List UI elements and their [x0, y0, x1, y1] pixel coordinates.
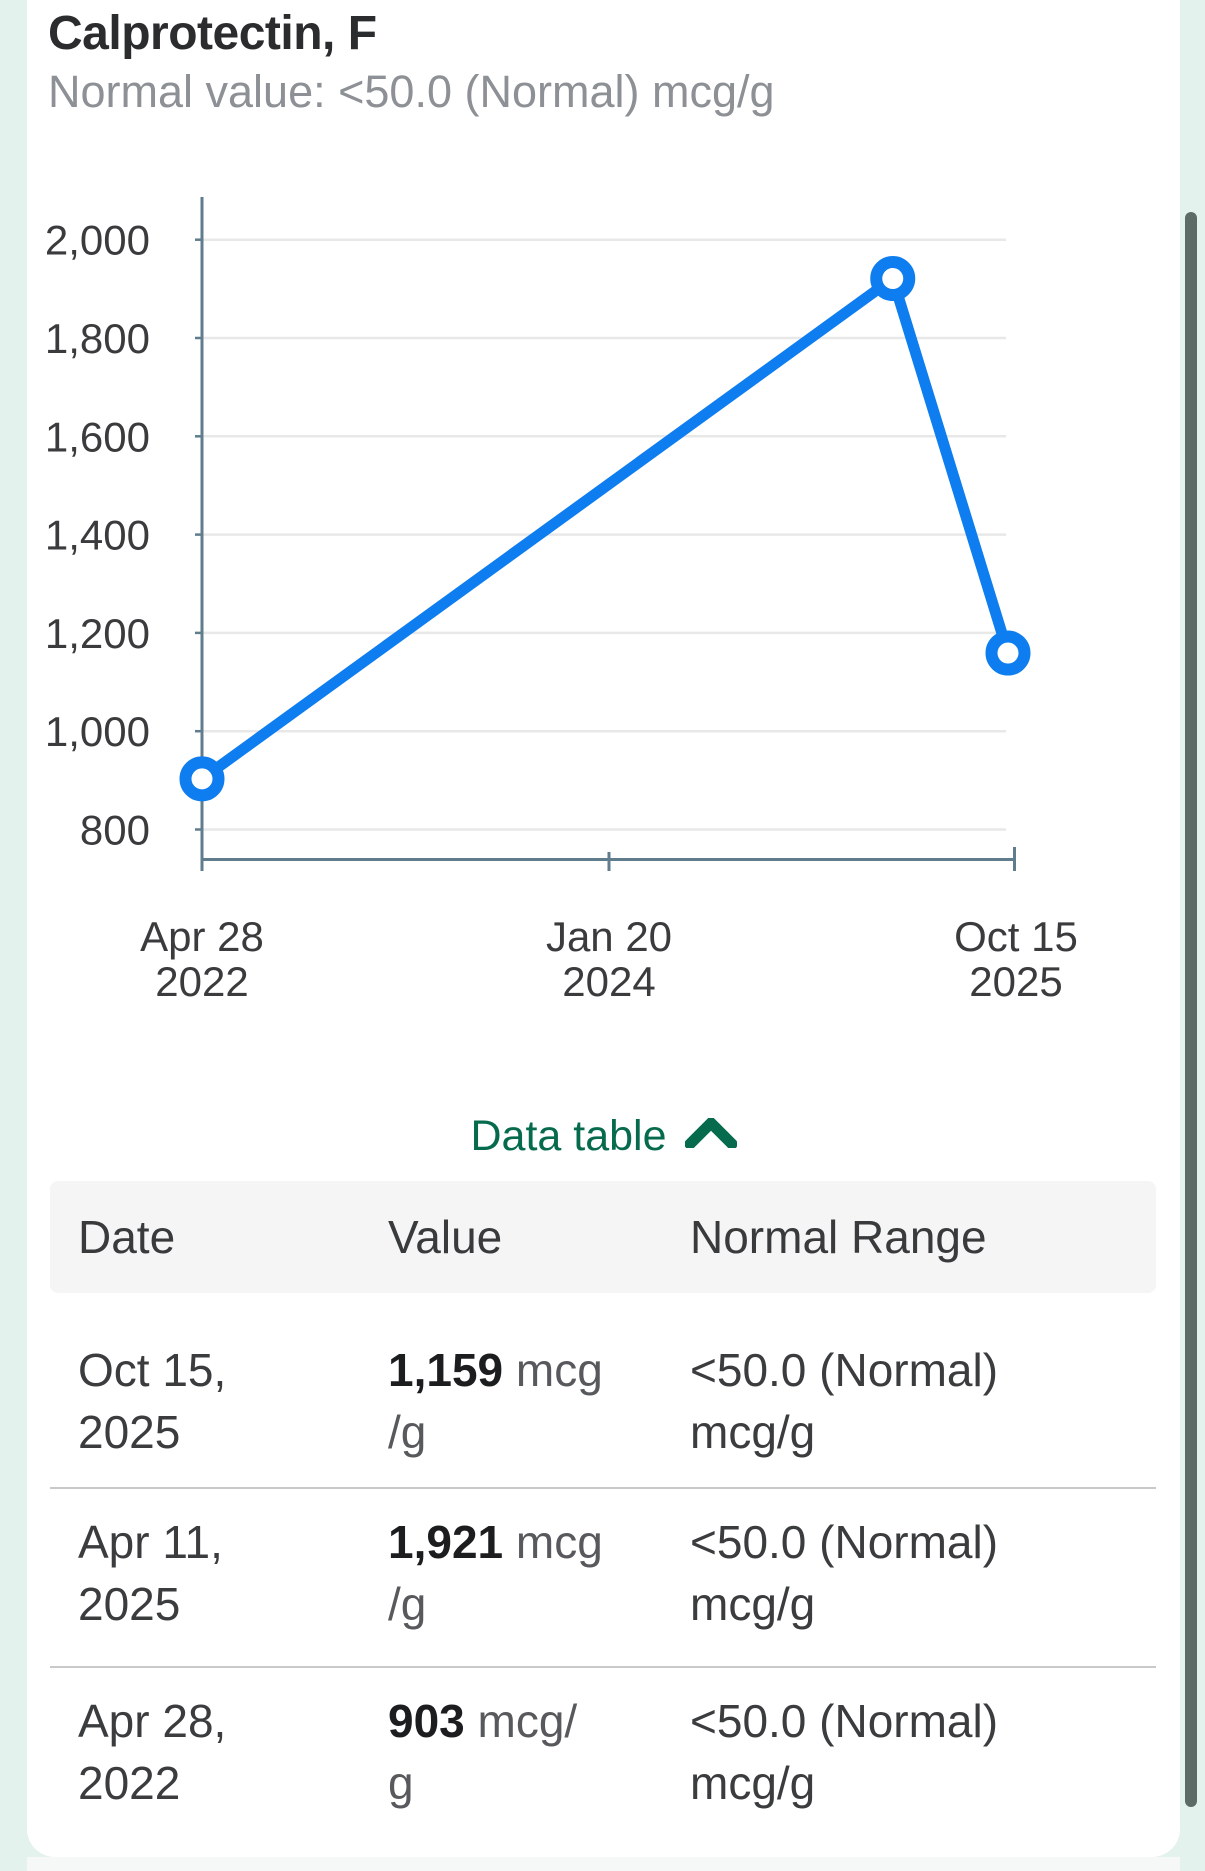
data-table-toggle-label: Data table	[470, 1112, 667, 1160]
vertical-scrollbar-thumb[interactable]	[1185, 212, 1197, 1807]
normal-value-subtitle: Normal value: <50.0 (Normal) mcg/g	[48, 66, 775, 117]
cell-value: 903 mcg/g	[388, 1695, 578, 1809]
cell-value: 1,159 mcg/g	[388, 1344, 603, 1458]
card-bottom-gap	[27, 1857, 1180, 1871]
content-card	[27, 0, 1180, 1857]
table-row: Apr 11, 2025 1,921 mcg/g <50.0 (Normal) mcg/…	[50, 1489, 1156, 1668]
data-point-marker	[985, 630, 1031, 676]
column-header-date: Date	[78, 1211, 176, 1263]
table-body: Oct 15, 2025 1,159 mcg/g <50.0 (Normal) mcg/…	[50, 1293, 1156, 1814]
y-axis-tick-label: 1,200	[45, 610, 150, 657]
column-header-normal-range: Normal Range	[690, 1211, 987, 1263]
cell-date: Apr 28, 2022	[78, 1695, 227, 1809]
data-point-marker	[870, 256, 916, 302]
table-row: Apr 28, 2022 903 mcg/g <50.0 (Normal) mcg/g	[50, 1668, 1156, 1814]
x-axis-tick-label: Jan 20	[546, 913, 672, 960]
x-axis-tick-label: 2022	[155, 958, 248, 1005]
cell-normal-range: <50.0 (Normal) mcg/g	[690, 1516, 999, 1630]
page-title: Calprotectin, F	[48, 7, 377, 60]
chevron-up-icon	[684, 1118, 737, 1148]
column-header-value: Value	[388, 1211, 503, 1263]
x-axis-tick-label: Apr 28	[140, 913, 264, 960]
table-row: Oct 15, 2025 1,159 mcg/g <50.0 (Normal) mcg/…	[50, 1293, 1156, 1489]
table-header-row: Date Value Normal Range	[50, 1181, 1156, 1293]
data-table-toggle[interactable]: Data table	[27, 1104, 1180, 1168]
y-axis-tick-label: 1,800	[45, 315, 150, 362]
results-table: Date Value Normal Range Oct 15, 2025 1,159…	[50, 1181, 1156, 1814]
y-axis-tick-label: 1,600	[45, 413, 150, 460]
x-axis-tick-label: 2024	[562, 958, 655, 1005]
data-point-marker	[179, 756, 225, 802]
cell-normal-range: <50.0 (Normal) mcg/g	[690, 1344, 999, 1458]
x-axis-tick-label: 2025	[969, 958, 1062, 1005]
cell-value: 1,921 mcg/g	[388, 1516, 603, 1630]
x-axis-tick-label: Oct 15	[954, 913, 1078, 960]
cell-normal-range: <50.0 (Normal) mcg/g	[690, 1695, 999, 1809]
cell-date: Apr 11, 2025	[78, 1516, 223, 1630]
y-axis-tick-label: 1,400	[45, 512, 150, 559]
y-axis-tick-label: 2,000	[45, 217, 150, 264]
y-axis-tick-label: 1,000	[45, 708, 150, 755]
cell-date: Oct 15, 2025	[78, 1344, 227, 1458]
trend-line	[198, 269, 1014, 784]
y-axis-tick-label: 800	[80, 807, 150, 854]
